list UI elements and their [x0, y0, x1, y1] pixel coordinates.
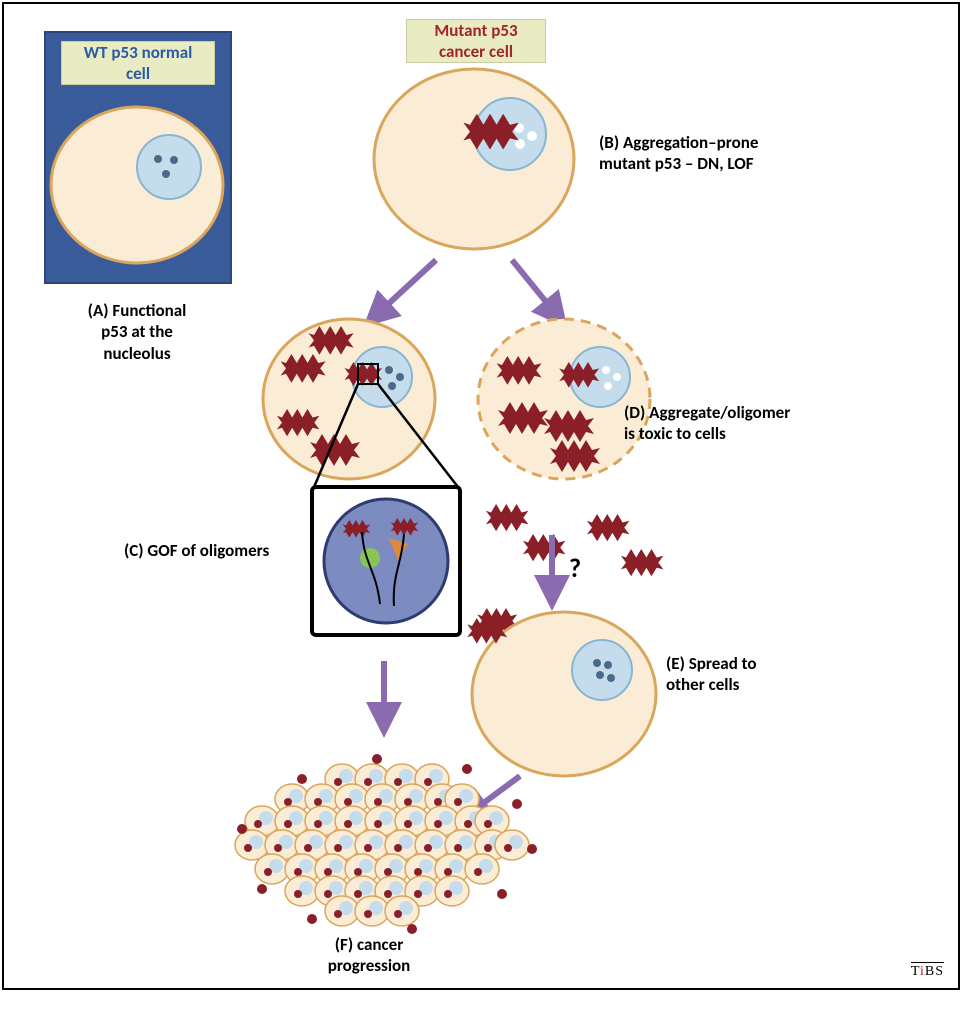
label-e: (E) Spread to other cells — [666, 653, 826, 696]
wt-cell — [51, 107, 223, 263]
question-mark: ? — [569, 552, 581, 585]
figure-frame: WT p53 normal cell Mutant p53 cancer cel… — [2, 2, 960, 990]
zoom-nucleus-icon — [324, 499, 448, 623]
label-b: (B) Aggregation–prone mutant p53 – DN, L… — [599, 132, 839, 175]
label-f: (F) cancer progression — [294, 934, 444, 977]
wt-nucleus — [137, 135, 201, 199]
cancer-cluster — [235, 754, 537, 934]
arrow-b-to-d — [512, 260, 560, 319]
tibs-journal-logo: TiBS — [911, 962, 944, 980]
cell-e-nucleus — [572, 640, 632, 700]
label-a: (A) Functional p53 at the nucleolus — [62, 300, 212, 364]
label-d: (D) Aggregate/oligomer is toxic to cells — [624, 402, 864, 445]
label-c: (C) GOF of oligomers — [124, 540, 314, 561]
arrow-b-to-c — [372, 260, 436, 319]
cell-b — [374, 69, 574, 249]
